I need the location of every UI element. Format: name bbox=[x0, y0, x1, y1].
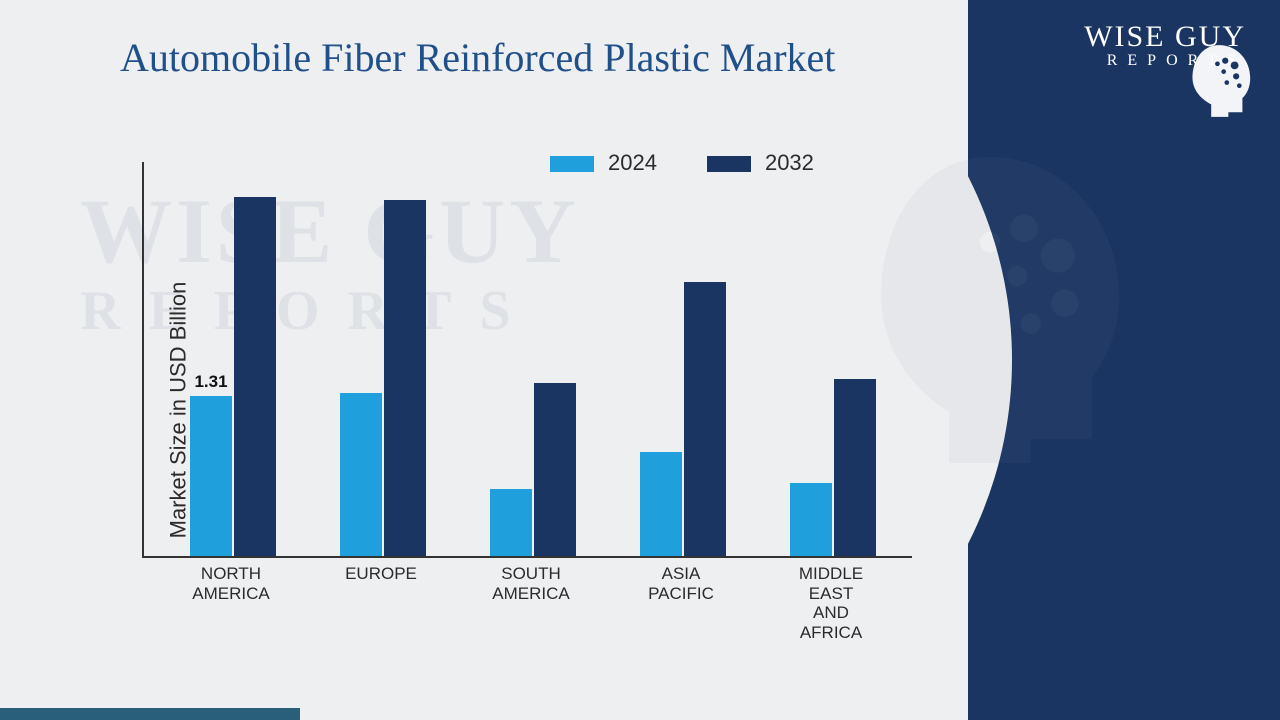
bar-chart: Market Size in USD Billion 20242032 1.31… bbox=[70, 150, 930, 670]
bar bbox=[834, 379, 876, 556]
bar bbox=[684, 282, 726, 556]
data-label: 1.31 bbox=[171, 372, 251, 392]
infographic-canvas: WISE GUY REPORTS Automobile Fiber Reinfo… bbox=[0, 0, 1280, 720]
bar bbox=[534, 383, 576, 556]
bar bbox=[640, 452, 682, 556]
bar bbox=[340, 393, 382, 556]
chart-title: Automobile Fiber Reinforced Plastic Mark… bbox=[120, 36, 880, 81]
bar bbox=[790, 483, 832, 556]
category-label: NORTHAMERICA bbox=[156, 564, 306, 603]
bar bbox=[490, 489, 532, 556]
brand-head-icon bbox=[1180, 42, 1258, 120]
category-label: EUROPE bbox=[306, 564, 456, 584]
bar bbox=[190, 396, 232, 556]
plot-area: 1.31 bbox=[142, 162, 912, 558]
bar bbox=[384, 200, 426, 556]
category-label: SOUTHAMERICA bbox=[456, 564, 606, 603]
category-label: ASIAPACIFIC bbox=[606, 564, 756, 603]
brand-logo: WISE GUY REPORTS bbox=[1084, 20, 1246, 70]
category-label: MIDDLEEASTANDAFRICA bbox=[756, 564, 906, 642]
footer-accent-bar bbox=[0, 708, 300, 720]
